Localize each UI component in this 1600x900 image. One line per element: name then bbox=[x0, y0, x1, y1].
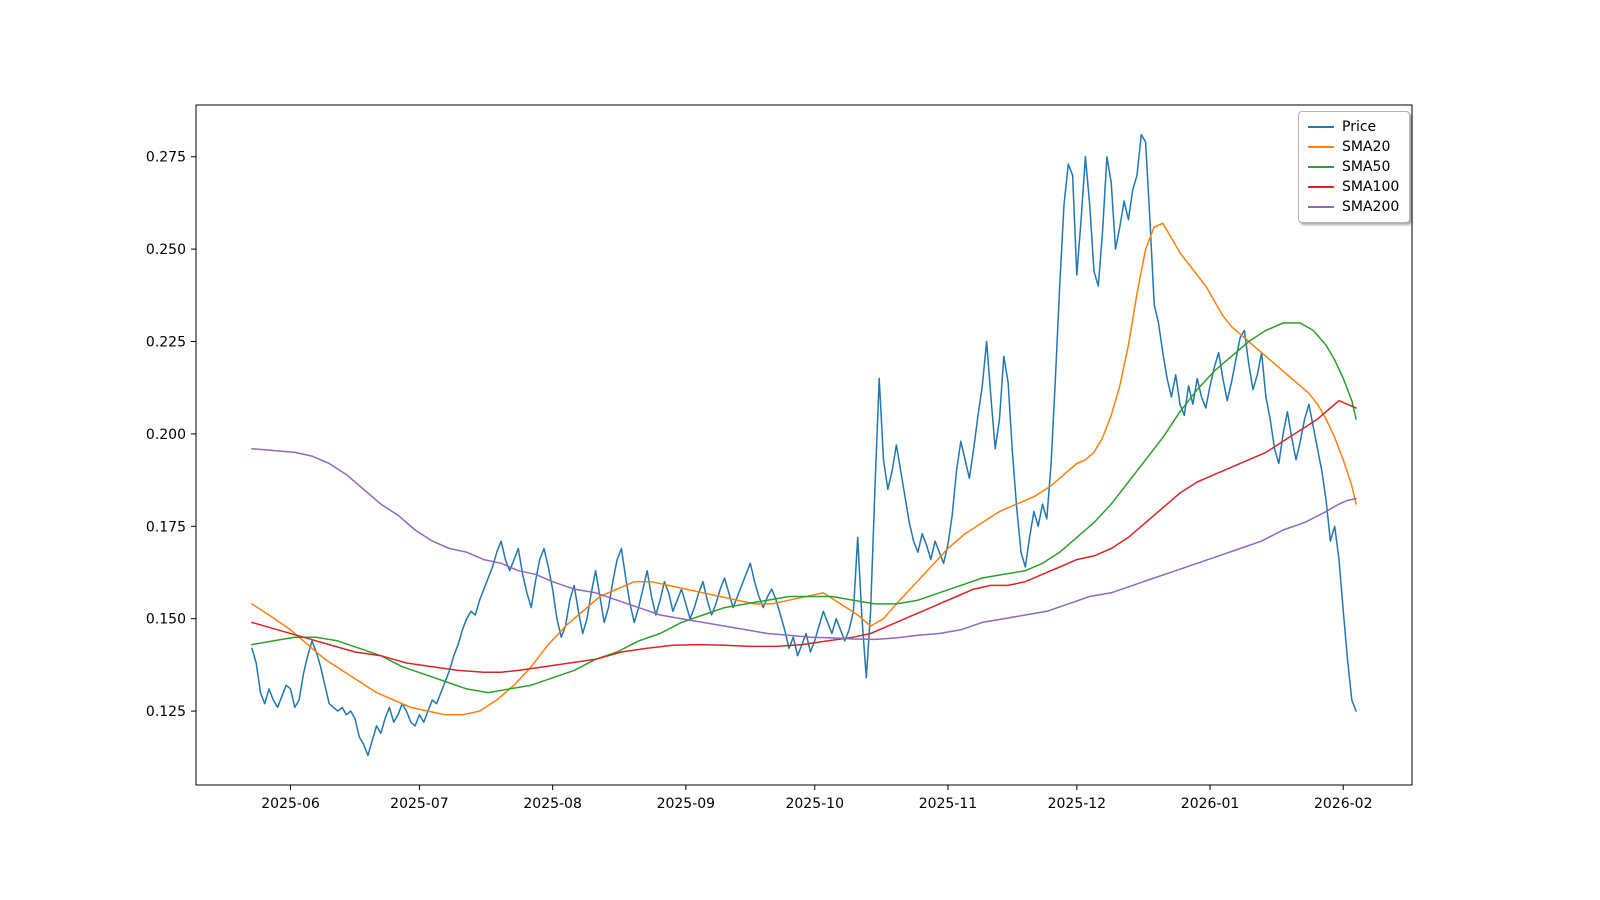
price-line-swatch bbox=[1308, 126, 1334, 128]
sma50-line-swatch bbox=[1308, 166, 1334, 168]
legend-item-sma100: SMA100 bbox=[1308, 177, 1399, 197]
svg-text:2026-01: 2026-01 bbox=[1181, 796, 1240, 812]
legend-item-price: Price bbox=[1308, 117, 1399, 137]
sma200-line-swatch bbox=[1308, 206, 1334, 208]
sma100-line-swatch bbox=[1308, 186, 1334, 188]
svg-text:0.200: 0.200 bbox=[146, 427, 186, 443]
legend-label-sma100: SMA100 bbox=[1342, 179, 1400, 195]
svg-text:2025-10: 2025-10 bbox=[785, 796, 844, 812]
svg-text:2025-06: 2025-06 bbox=[261, 796, 320, 812]
svg-text:2025-11: 2025-11 bbox=[919, 796, 978, 812]
svg-text:2025-07: 2025-07 bbox=[390, 796, 449, 812]
svg-text:0.275: 0.275 bbox=[146, 150, 186, 166]
legend-item-sma50: SMA50 bbox=[1308, 157, 1399, 177]
legend-label-sma50: SMA50 bbox=[1342, 159, 1391, 175]
svg-text:0.175: 0.175 bbox=[146, 519, 186, 535]
svg-text:2025-09: 2025-09 bbox=[657, 796, 716, 812]
legend-label-sma20: SMA20 bbox=[1342, 139, 1391, 155]
svg-text:0.150: 0.150 bbox=[146, 612, 186, 628]
legend-label-sma200: SMA200 bbox=[1342, 199, 1400, 215]
svg-text:0.125: 0.125 bbox=[146, 704, 186, 720]
legend-item-sma200: SMA200 bbox=[1308, 197, 1399, 217]
svg-text:0.250: 0.250 bbox=[146, 242, 186, 258]
svg-text:0.225: 0.225 bbox=[146, 335, 186, 351]
svg-text:2025-12: 2025-12 bbox=[1048, 796, 1107, 812]
sma20-line-swatch bbox=[1308, 146, 1334, 148]
legend-item-sma20: SMA20 bbox=[1308, 137, 1399, 157]
svg-text:2026-02: 2026-02 bbox=[1314, 796, 1373, 812]
legend-label-price: Price bbox=[1342, 119, 1377, 135]
legend: Price SMA20 SMA50 SMA100 SMA200 bbox=[1298, 111, 1411, 223]
svg-text:2025-08: 2025-08 bbox=[523, 796, 582, 812]
